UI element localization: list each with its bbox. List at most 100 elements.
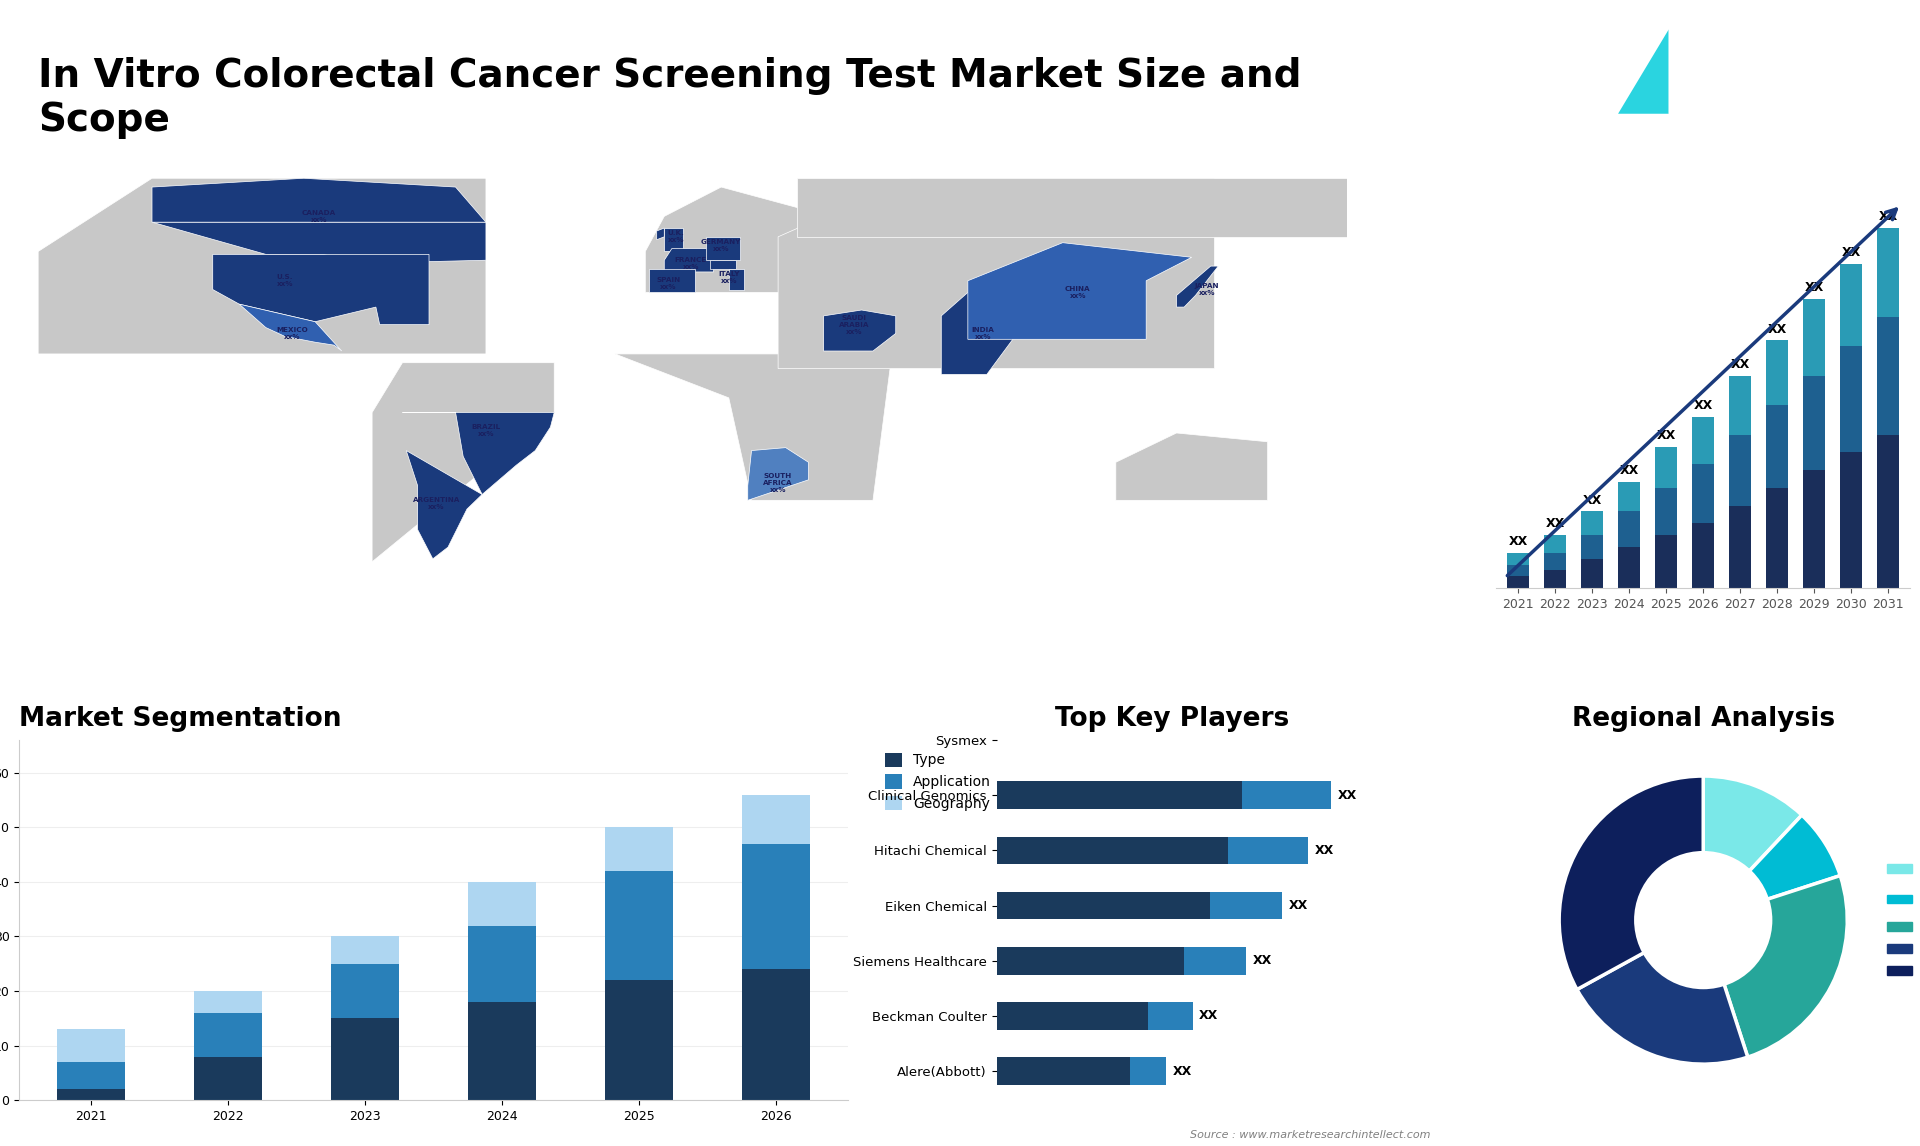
- Bar: [996, 892, 1210, 919]
- Bar: [1582, 558, 1603, 588]
- Bar: [468, 926, 536, 1002]
- Bar: [1766, 488, 1788, 588]
- Wedge shape: [1703, 776, 1801, 920]
- Text: U.S.
xx%: U.S. xx%: [276, 274, 294, 288]
- Bar: [1655, 447, 1678, 488]
- Polygon shape: [152, 179, 486, 222]
- Text: GERMANY
xx%: GERMANY xx%: [701, 240, 741, 252]
- Text: INTELLECT: INTELLECT: [1734, 93, 1805, 105]
- Bar: [1878, 434, 1899, 588]
- Polygon shape: [657, 228, 664, 240]
- Text: INDIA
xx%: INDIA xx%: [972, 327, 995, 340]
- Bar: [605, 980, 674, 1100]
- Text: U.K.
xx%: U.K. xx%: [668, 230, 684, 243]
- Bar: [1766, 406, 1788, 488]
- Legend: Latin America, Middle East &
Africa, Asia Pacific, Europe, North America: Latin America, Middle East & Africa, Asi…: [1882, 857, 1920, 982]
- Text: In Vitro Colorectal Cancer Screening Test Market Size and
Scope: In Vitro Colorectal Cancer Screening Tes…: [38, 57, 1302, 140]
- Bar: [330, 936, 399, 964]
- Bar: [1507, 565, 1530, 576]
- Bar: [1148, 1003, 1192, 1030]
- Text: XX: XX: [1336, 788, 1357, 802]
- Text: XX: XX: [1841, 246, 1860, 259]
- Bar: [1183, 947, 1246, 974]
- Text: RESEARCH: RESEARCH: [1734, 65, 1805, 78]
- Bar: [1803, 376, 1826, 470]
- Polygon shape: [152, 222, 486, 264]
- Text: XX: XX: [1730, 358, 1749, 371]
- Bar: [996, 1003, 1148, 1030]
- Polygon shape: [797, 179, 1404, 237]
- Bar: [605, 827, 674, 871]
- Text: SPAIN
xx%: SPAIN xx%: [657, 277, 680, 290]
- Polygon shape: [1177, 266, 1219, 307]
- Text: MEXICO
xx%: MEXICO xx%: [276, 327, 309, 340]
- Bar: [1878, 228, 1899, 316]
- Bar: [194, 1013, 263, 1057]
- Text: SOUTH
AFRICA
xx%: SOUTH AFRICA xx%: [764, 473, 793, 493]
- Bar: [1229, 837, 1308, 864]
- Bar: [1692, 464, 1715, 524]
- Bar: [1582, 535, 1603, 558]
- Polygon shape: [710, 260, 737, 269]
- Bar: [1242, 782, 1331, 809]
- Polygon shape: [664, 228, 684, 251]
- Bar: [1839, 346, 1862, 453]
- Legend: Type, Application, Geography: Type, Application, Geography: [879, 747, 996, 816]
- Bar: [1803, 299, 1826, 376]
- Polygon shape: [614, 354, 893, 501]
- Bar: [468, 1002, 536, 1100]
- Text: ARGENTINA
xx%: ARGENTINA xx%: [413, 496, 461, 510]
- Text: JAPAN
xx%: JAPAN xx%: [1194, 283, 1219, 296]
- Polygon shape: [824, 311, 897, 351]
- Text: XX: XX: [1805, 281, 1824, 295]
- Polygon shape: [372, 363, 555, 562]
- Wedge shape: [1703, 876, 1847, 1057]
- Polygon shape: [1116, 433, 1267, 501]
- Text: XX: XX: [1509, 535, 1528, 548]
- Bar: [996, 947, 1183, 974]
- Bar: [58, 1062, 125, 1089]
- Polygon shape: [664, 249, 714, 272]
- Wedge shape: [1559, 776, 1703, 989]
- Text: BRAZIL
xx%: BRAZIL xx%: [472, 424, 501, 437]
- Bar: [1544, 571, 1567, 588]
- Text: XX: XX: [1315, 843, 1334, 857]
- Bar: [330, 1019, 399, 1100]
- Text: MARKET: MARKET: [1734, 38, 1789, 50]
- Text: XX: XX: [1200, 1010, 1219, 1022]
- Bar: [58, 1089, 125, 1100]
- Text: Market Segmentation: Market Segmentation: [19, 706, 342, 732]
- Bar: [1544, 535, 1567, 552]
- Bar: [996, 782, 1242, 809]
- Text: Source : www.marketresearchintellect.com: Source : www.marketresearchintellect.com: [1190, 1130, 1430, 1140]
- Polygon shape: [38, 179, 486, 354]
- Text: FRANCE
xx%: FRANCE xx%: [674, 257, 707, 269]
- Bar: [1839, 453, 1862, 588]
- Text: ITALY
xx%: ITALY xx%: [718, 272, 739, 284]
- Text: CHINA
xx%: CHINA xx%: [1066, 286, 1091, 299]
- Bar: [1730, 434, 1751, 505]
- Polygon shape: [1668, 30, 1716, 113]
- Polygon shape: [941, 292, 1018, 375]
- Text: XX: XX: [1768, 322, 1788, 336]
- Bar: [1619, 511, 1640, 547]
- Polygon shape: [213, 254, 428, 324]
- Text: XX: XX: [1657, 429, 1676, 442]
- Text: XX: XX: [1173, 1065, 1192, 1077]
- Bar: [1692, 524, 1715, 588]
- Bar: [741, 794, 810, 843]
- Bar: [1803, 470, 1826, 588]
- Polygon shape: [778, 179, 1215, 369]
- Wedge shape: [1703, 815, 1839, 920]
- Bar: [1878, 316, 1899, 434]
- Bar: [1655, 488, 1678, 535]
- Text: XX: XX: [1546, 517, 1565, 531]
- Bar: [1839, 264, 1862, 346]
- Text: XX: XX: [1620, 464, 1640, 477]
- Text: XX: XX: [1582, 494, 1601, 507]
- Polygon shape: [649, 269, 695, 292]
- Polygon shape: [747, 448, 808, 501]
- Bar: [1507, 576, 1530, 588]
- Circle shape: [1634, 851, 1772, 989]
- Text: XX: XX: [1288, 900, 1308, 912]
